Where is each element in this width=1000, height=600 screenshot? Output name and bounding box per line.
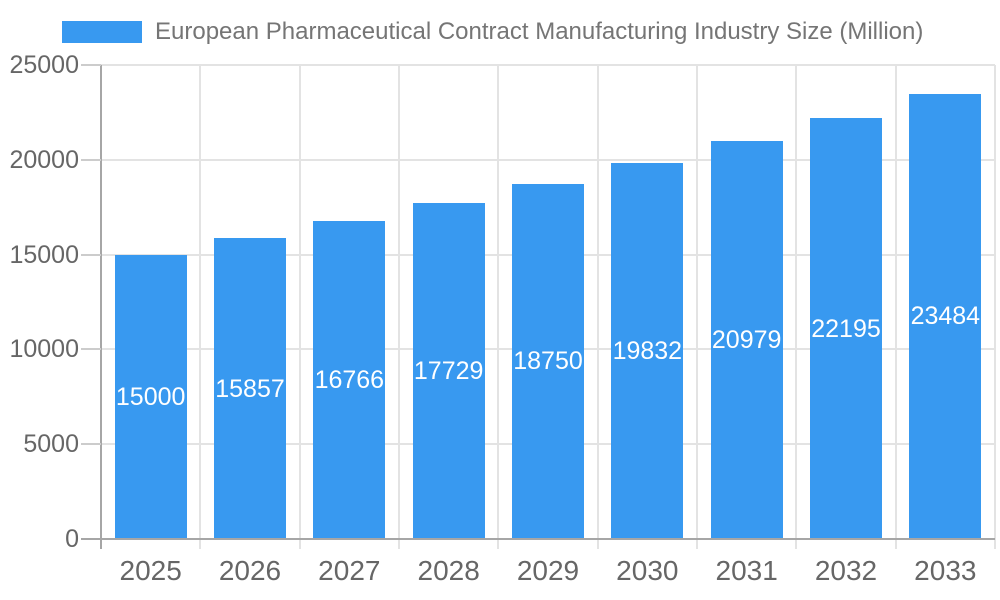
bar-value-label: 19832 [612,336,683,365]
bar-2026 [214,238,286,539]
bar-value-label: 17729 [413,356,484,385]
x-axis-tick-label: 2031 [715,555,778,586]
bar-2029 [512,183,584,539]
x-axis-tick-label: 2029 [516,555,580,586]
bar-value-label: 22195 [811,314,881,343]
y-axis-tick-label: 20000 [9,145,79,174]
x-axis-tick-label: 2032 [814,555,878,586]
bar-2025 [114,254,187,539]
v-gridline [298,65,301,549]
bar-value-label: 15857 [215,374,285,403]
y-axis-tick-label: 5000 [23,430,79,459]
y-tick-mark [81,253,101,256]
y-axis-line [100,65,102,549]
x-axis-tick-label: 2027 [318,555,381,586]
bar-2028 [412,202,485,539]
bar-2031 [710,141,783,539]
y-axis-tick-label: 0 [65,525,79,553]
y-tick-mark [81,443,101,446]
x-axis-tick-label: 2026 [218,555,282,586]
y-tick-mark [81,158,101,161]
bar-value-label: 15000 [115,382,186,411]
y-tick-mark [81,348,101,351]
h-gridline [101,158,995,161]
bar-2033 [909,93,982,539]
bar-value-label: 18750 [513,347,583,376]
y-axis-tick-label: 25000 [9,51,79,79]
v-gridline [497,65,500,549]
y-tick-mark [81,64,101,66]
x-axis-line [81,538,995,540]
y-axis-tick-label: 10000 [9,335,79,364]
bar-2032 [810,118,882,539]
v-gridline [795,65,798,549]
v-gridline [596,65,599,549]
bar-2027 [313,221,386,539]
v-gridline [894,65,897,549]
x-axis-tick-label: 2030 [616,555,679,586]
x-axis-tick-label: 2025 [119,555,182,586]
bar-value-label: 23484 [910,302,981,331]
v-gridline [696,65,698,549]
legend-swatch [62,21,142,43]
y-axis-tick-label: 15000 [9,240,79,269]
bar-2030 [611,162,684,539]
bar-value-label: 20979 [711,326,782,355]
x-axis-tick-label: 2028 [417,555,480,586]
chart-title: European Pharmaceutical Contract Manufac… [155,18,924,45]
bar-value-label: 16766 [314,366,385,395]
v-gridline [994,65,996,549]
v-gridline [398,65,400,549]
v-gridline [199,65,202,549]
chart-legend[interactable]: European Pharmaceutical Contract Manufac… [62,19,923,45]
h-gridline [101,64,995,66]
x-axis-tick-label: 2033 [914,555,977,586]
